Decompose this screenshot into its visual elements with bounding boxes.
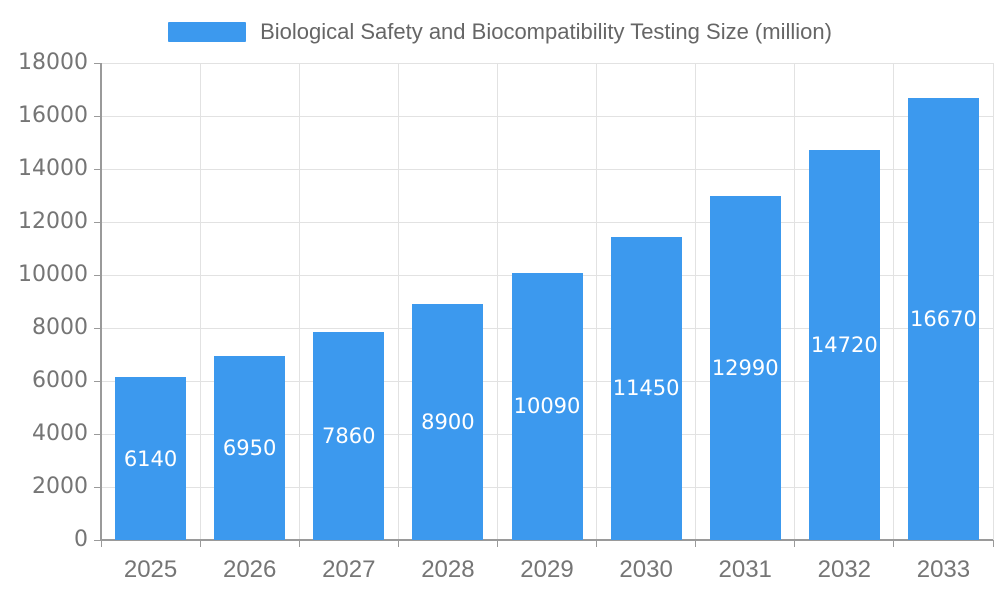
y-axis-label: 14000 — [18, 156, 88, 181]
v-gridline — [397, 63, 399, 540]
y-axis-label: 8000 — [32, 315, 88, 340]
y-axis-tick — [94, 433, 101, 435]
x-axis-line — [101, 539, 993, 541]
y-axis-tick — [94, 115, 101, 117]
x-axis-tick — [496, 540, 498, 547]
y-axis-tick — [94, 486, 101, 488]
h-gridline — [101, 221, 993, 223]
y-axis-tick — [94, 62, 101, 64]
x-axis-tick — [199, 540, 201, 547]
y-axis-label: 18000 — [18, 50, 88, 75]
x-axis-tick — [596, 540, 598, 547]
bar: 6140 — [115, 377, 187, 540]
x-axis-tick — [397, 540, 399, 547]
bar: 8900 — [412, 304, 484, 540]
legend[interactable]: Biological Safety and Biocompatibility T… — [0, 13, 1000, 51]
y-axis-label: 12000 — [18, 209, 88, 234]
v-gridline — [893, 63, 895, 540]
legend-label: Biological Safety and Biocompatibility T… — [260, 19, 832, 44]
h-gridline — [101, 62, 993, 64]
x-axis-tick — [695, 540, 697, 547]
bar-value-label: 8900 — [421, 410, 475, 435]
bar-value-label: 7860 — [322, 423, 376, 448]
x-axis-label: 2026 — [222, 556, 277, 583]
bar: 14720 — [808, 149, 880, 540]
y-axis-tick — [94, 380, 101, 382]
x-axis-label: 2030 — [619, 556, 673, 583]
v-gridline — [596, 63, 598, 540]
bar: 7860 — [313, 331, 385, 540]
bar-value-label: 10090 — [513, 394, 581, 419]
v-gridline — [496, 63, 498, 540]
x-axis-tick — [298, 540, 300, 547]
x-axis-label: 2031 — [718, 556, 772, 583]
v-gridline — [992, 63, 994, 540]
x-axis-label: 2032 — [817, 556, 872, 583]
bar-value-label: 11450 — [612, 376, 680, 401]
bar: 10090 — [511, 272, 583, 540]
bar-value-label: 6950 — [222, 435, 277, 460]
bar-value-label: 14720 — [810, 332, 878, 357]
v-gridline — [199, 63, 201, 540]
x-axis-label: 2028 — [421, 556, 475, 583]
v-gridline — [695, 63, 697, 540]
x-axis-tick — [794, 540, 796, 547]
bar: 6950 — [214, 355, 286, 540]
y-axis-tick — [94, 327, 101, 329]
x-axis-tick — [992, 540, 994, 547]
x-axis-tick — [893, 540, 895, 547]
x-axis-tick — [100, 540, 102, 547]
bar-value-label: 6140 — [123, 446, 178, 471]
bar-value-label: 16670 — [910, 307, 977, 332]
x-axis-label: 2029 — [520, 556, 574, 583]
bar-value-label: 12990 — [711, 355, 779, 380]
bar: 12990 — [709, 195, 781, 540]
y-axis-label: 10000 — [18, 262, 88, 287]
v-gridline — [298, 63, 300, 540]
y-axis-label: 16000 — [18, 103, 88, 128]
y-axis-label: 6000 — [32, 368, 88, 393]
x-axis-label: 2027 — [322, 556, 376, 583]
y-axis-label: 2000 — [32, 474, 88, 499]
y-axis-label: 4000 — [32, 421, 88, 446]
x-axis-label: 2033 — [916, 556, 971, 583]
y-axis-line — [100, 63, 102, 541]
x-axis-label: 2025 — [123, 556, 178, 583]
y-axis-tick — [94, 539, 101, 541]
y-axis-tick — [94, 274, 101, 276]
y-axis-tick — [94, 168, 101, 170]
h-gridline — [101, 115, 993, 117]
bar: 16670 — [907, 98, 979, 540]
legend-swatch — [168, 22, 247, 42]
bar: 11450 — [610, 236, 682, 540]
v-gridline — [794, 63, 796, 540]
y-axis-tick — [94, 221, 101, 223]
h-gridline — [101, 168, 993, 170]
y-axis-label: 0 — [74, 527, 88, 552]
